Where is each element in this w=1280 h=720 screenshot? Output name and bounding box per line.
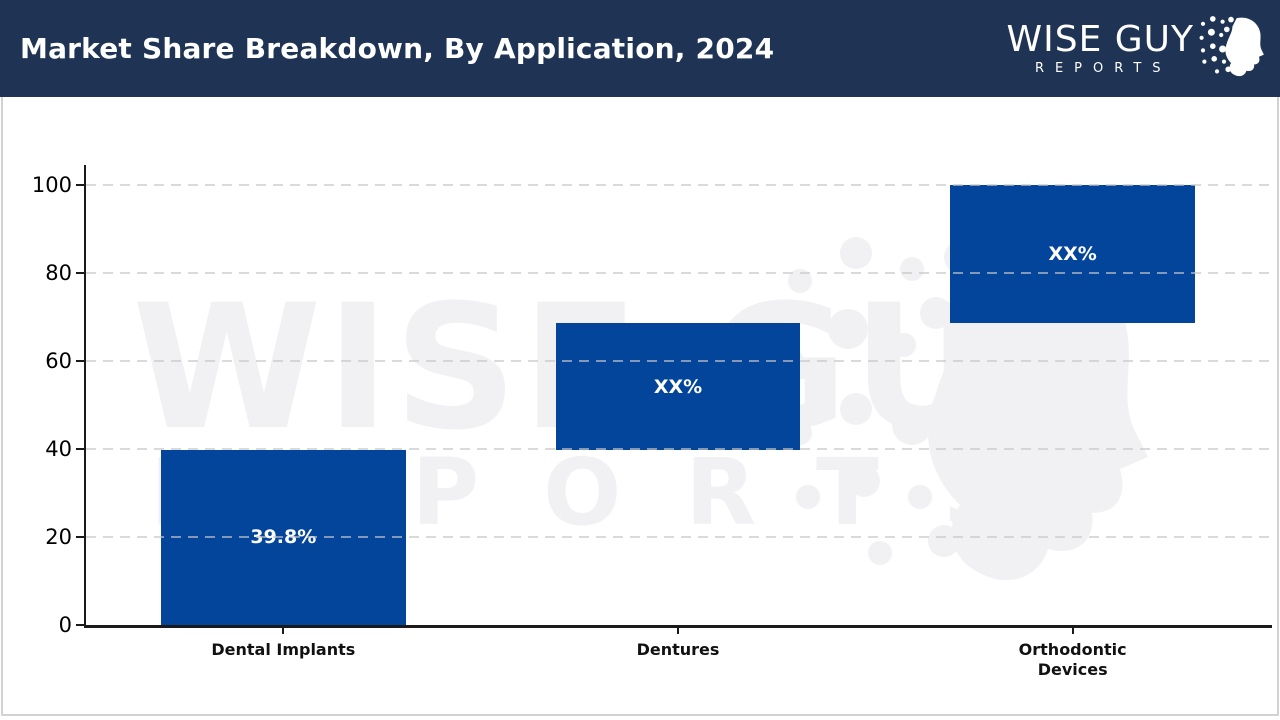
y-tick-label: 0 bbox=[58, 613, 72, 637]
header-bar: Market Share Breakdown, By Application, … bbox=[0, 0, 1280, 97]
x-category-label-orthodontic-devices: Orthodontic Devices bbox=[875, 640, 1270, 680]
x-tick-mark bbox=[282, 628, 285, 634]
x-tick-mark bbox=[1071, 628, 1074, 634]
gridline-40 bbox=[86, 448, 1270, 450]
chart-region: WISE GUY REPORTS 39.8% XX% XX% 0 20 40 60 80 10… bbox=[0, 97, 1280, 720]
x-tick-mark bbox=[677, 628, 679, 634]
y-axis-line bbox=[84, 165, 86, 628]
y-tick-mark bbox=[76, 360, 84, 362]
gridline-100 bbox=[86, 184, 1270, 186]
bar-dentures: XX% bbox=[555, 323, 801, 450]
gridline-20 bbox=[86, 536, 1270, 538]
y-tick-label: 60 bbox=[45, 349, 72, 373]
y-tick-label: 20 bbox=[45, 525, 72, 549]
bar-orthodontic-devices: XX% bbox=[950, 185, 1195, 324]
y-tick-label: 100 bbox=[31, 173, 72, 197]
y-tick-label: 80 bbox=[45, 261, 72, 285]
y-tick-mark bbox=[76, 184, 84, 186]
x-category-label-text: Dental Implants bbox=[211, 640, 356, 659]
x-category-label-dentures: Dentures bbox=[481, 640, 876, 660]
plot-area: 39.8% XX% XX% bbox=[86, 165, 1270, 625]
x-axis-line bbox=[84, 625, 1272, 628]
y-tick-mark bbox=[76, 624, 84, 626]
y-tick-mark bbox=[76, 272, 84, 274]
wiseguy-logo: WISE GUY REPORTS bbox=[1007, 9, 1280, 89]
logo-wordmark-line2: REPORTS bbox=[1034, 61, 1172, 76]
y-tick-mark bbox=[76, 448, 84, 450]
x-category-label-dental-implants: Dental Implants bbox=[86, 640, 481, 660]
bar-value-label: XX% bbox=[1048, 243, 1097, 266]
gridline-80 bbox=[86, 272, 1270, 274]
watermark-face-icon bbox=[780, 237, 1148, 581]
logo-wordmark-line1: WISE GUY bbox=[1006, 19, 1194, 60]
page-title: Market Share Breakdown, By Application, … bbox=[20, 32, 775, 65]
x-category-label-text: Dentures bbox=[636, 640, 720, 659]
bar-value-label: XX% bbox=[653, 375, 703, 398]
y-tick-mark bbox=[76, 536, 84, 538]
y-tick-label: 40 bbox=[45, 437, 72, 461]
wiseguy-face-icon bbox=[1199, 15, 1264, 76]
x-category-label-text: Orthodontic Devices bbox=[1018, 640, 1127, 679]
gridline-60 bbox=[86, 360, 1270, 362]
logo-wordmark: WISE GUY REPORTS bbox=[1006, 19, 1195, 77]
